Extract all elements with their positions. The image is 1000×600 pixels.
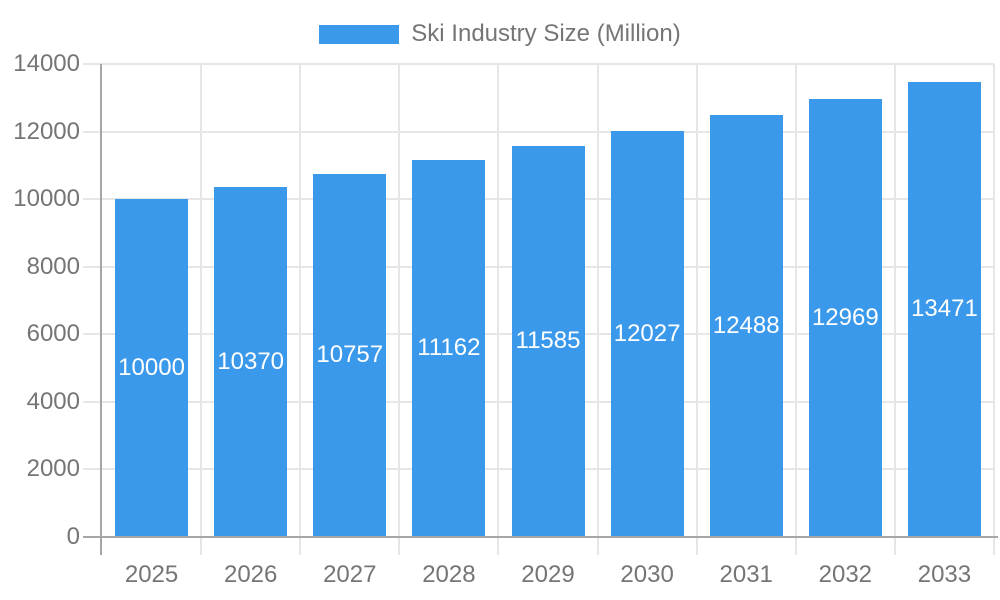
x-tick-label: 2028 [422, 561, 476, 588]
y-gridline [83, 130, 994, 133]
x-gridline [497, 64, 500, 555]
y-tick-label: 12000 [13, 117, 80, 145]
y-tick-label: 6000 [26, 320, 80, 348]
x-axis-line [83, 536, 998, 538]
bar-value-label: 10757 [316, 341, 384, 369]
bar-value-label: 13471 [911, 295, 978, 323]
x-tick-label: 2026 [223, 561, 278, 588]
y-tick-label: 2000 [26, 455, 80, 483]
bar[interactable] [709, 115, 783, 537]
y-tick-label: 4000 [26, 387, 80, 415]
x-tick-label: 2027 [323, 561, 377, 588]
x-gridline [794, 64, 797, 555]
x-gridline [993, 64, 995, 555]
y-tick-label: 8000 [26, 252, 80, 280]
bar[interactable] [808, 98, 882, 537]
chart-legend: Ski Industry Size (Million) [0, 20, 1000, 47]
x-tick-label: 2032 [818, 561, 873, 588]
bar-value-label: 12488 [712, 312, 780, 340]
bar[interactable] [412, 159, 486, 537]
bar[interactable] [907, 81, 981, 537]
x-tick-label: 2033 [917, 561, 972, 588]
x-gridline [398, 64, 401, 555]
x-tick-label: 2029 [521, 561, 575, 588]
x-tick-label: 2031 [719, 561, 773, 588]
bar[interactable] [511, 145, 585, 537]
x-tick-label: 2030 [620, 561, 674, 588]
x-gridline [893, 64, 896, 555]
x-tick-label: 2025 [124, 561, 179, 588]
bar[interactable] [115, 199, 189, 537]
bar[interactable] [313, 173, 387, 537]
x-gridline [695, 64, 698, 555]
bar-value-label: 12969 [811, 303, 879, 331]
y-gridline [83, 63, 994, 65]
bar[interactable] [214, 186, 288, 537]
y-tick-label: 10000 [13, 185, 80, 213]
legend-label: Ski Industry Size (Million) [411, 20, 681, 47]
bar-value-label: 10370 [217, 347, 285, 375]
bar[interactable] [610, 130, 684, 537]
x-gridline [200, 64, 203, 555]
bar-value-label: 11162 [417, 334, 481, 362]
bar-value-label: 11585 [515, 327, 581, 355]
y-axis-line [100, 64, 102, 555]
x-gridline [596, 64, 599, 555]
y-tick-label: 14000 [13, 50, 80, 77]
legend-swatch [319, 24, 400, 44]
x-gridline [299, 64, 302, 555]
y-tick-label: 0 [66, 523, 80, 550]
bar-value-label: 12027 [613, 319, 681, 347]
bar-value-label: 10000 [118, 354, 185, 382]
